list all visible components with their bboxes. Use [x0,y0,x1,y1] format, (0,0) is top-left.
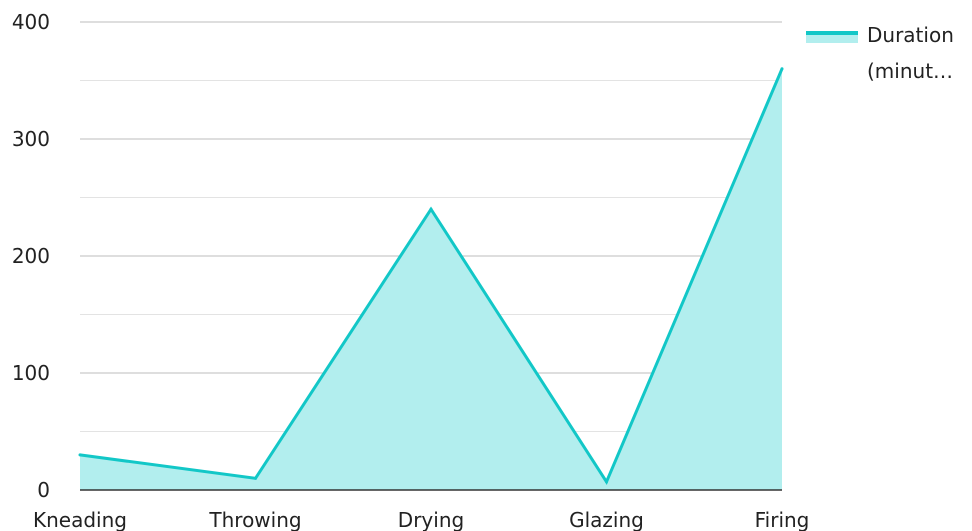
x-tick-label: Kneading [33,508,127,531]
legend-swatch [806,33,858,43]
x-tick-label: Firing [755,508,810,531]
x-tick-label: Glazing [569,508,644,531]
data-point [254,476,257,480]
y-tick-label: 100 [12,361,50,385]
legend[interactable]: Duration (minut… [806,23,954,83]
data-point [605,480,608,484]
label-layer: 0 100 200 300 400 Kneading Throwing Drying Glazi… [12,10,810,531]
y-tick-label: 200 [12,244,50,268]
y-tick-label: 300 [12,127,50,151]
legend-label-line-1: Duration [867,23,954,47]
data-point [780,67,784,71]
x-tick-label: Drying [398,508,464,531]
y-tick-label: 0 [37,478,50,502]
x-tick-label: Throwing [208,508,301,531]
area-layer [78,67,784,491]
data-point [429,207,433,211]
legend-label-line-2: (minut… [867,59,953,83]
y-tick-label: 400 [12,10,50,34]
data-point [78,453,82,457]
series-area [80,68,782,491]
